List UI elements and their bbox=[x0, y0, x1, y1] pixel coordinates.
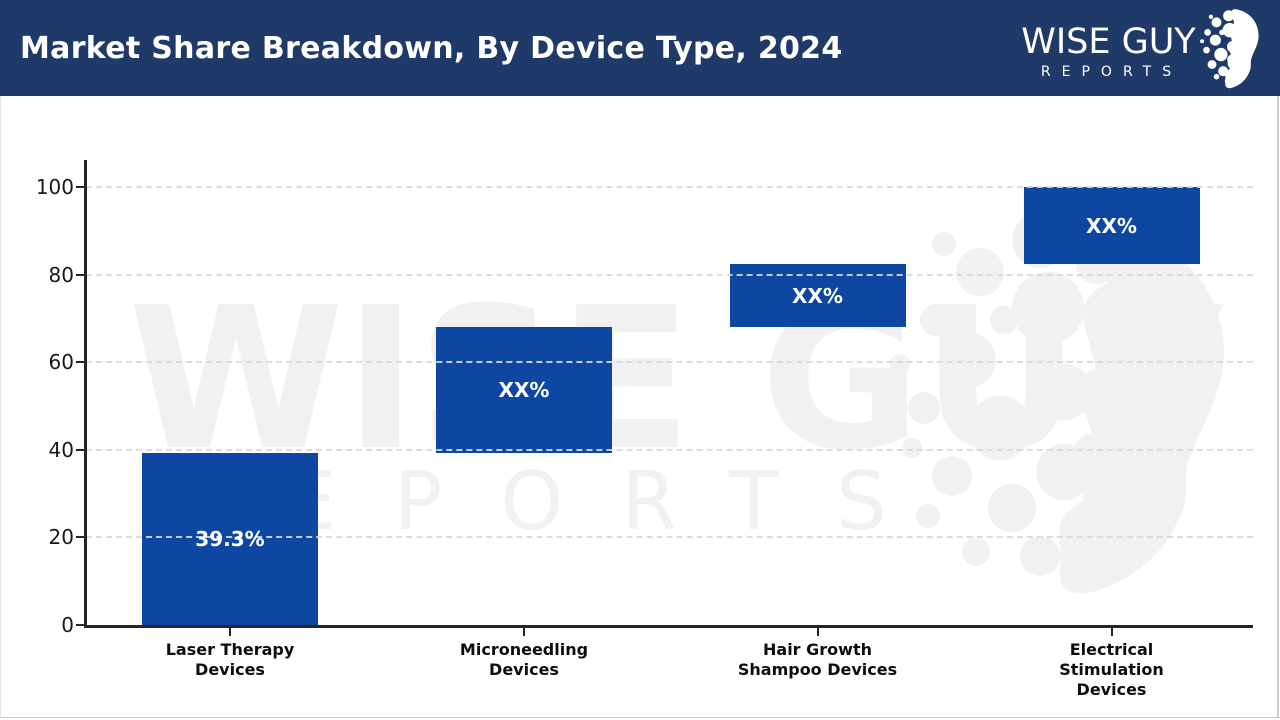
page-border-bottom bbox=[0, 716, 1280, 718]
y-tick-mark-40 bbox=[76, 448, 85, 451]
logo-head-icon bbox=[1200, 9, 1259, 89]
bar-microneedling-devices bbox=[436, 327, 612, 453]
page-border-right bbox=[1277, 96, 1279, 718]
x-category-label-line: Devices bbox=[1076, 680, 1147, 699]
y-tick-label-80: 80 bbox=[48, 262, 74, 287]
x-tick-mark-2 bbox=[816, 627, 819, 636]
bar-value-label: XX% bbox=[792, 283, 843, 308]
y-tick-label-20: 20 bbox=[48, 525, 74, 550]
logo-wiseguy-text: WISE GUY bbox=[1021, 22, 1196, 62]
x-category-label-1: Microneedling Devices bbox=[460, 640, 588, 680]
logo-text-block: WISE GUY REPORTS bbox=[1016, 22, 1201, 80]
y-tick-mark-60 bbox=[76, 361, 85, 364]
x-category-label-line: Electrical bbox=[1069, 640, 1154, 659]
x-category-label-0: Laser Therapy Devices bbox=[166, 640, 295, 680]
bar-value-label: 39.3% bbox=[195, 526, 265, 551]
gridline-y80 bbox=[86, 273, 1253, 276]
x-category-label-line: Stimulation bbox=[1059, 660, 1164, 679]
x-tick-mark-0 bbox=[229, 627, 231, 636]
gridline-y60 bbox=[86, 361, 1253, 364]
y-tick-mark-100 bbox=[76, 186, 85, 189]
page-title: Market Share Breakdown, By Device Type, … bbox=[20, 30, 843, 66]
gridline-y20 bbox=[86, 536, 1253, 539]
x-category-label-line: Laser Therapy bbox=[165, 640, 295, 659]
x-category-label-2: Hair Growth Shampoo Devices bbox=[738, 640, 897, 680]
x-category-label-line: Devices bbox=[489, 660, 559, 679]
gridline-y40 bbox=[86, 448, 1253, 451]
y-tick-mark-20 bbox=[76, 536, 85, 539]
y-tick-mark-80 bbox=[76, 273, 85, 276]
x-category-label-line: Shampoo Devices bbox=[737, 660, 898, 679]
y-tick-label-40: 40 bbox=[48, 437, 74, 462]
gridline-y100 bbox=[86, 186, 1253, 189]
x-axis-spine bbox=[84, 625, 1253, 628]
header-bar: Market Share Breakdown, By Device Type, … bbox=[0, 0, 1280, 96]
y-axis-spine bbox=[84, 160, 87, 627]
bar-electrical-stimulation-devices bbox=[1023, 187, 1200, 265]
x-category-label-3: Electrical Stimulation Devices bbox=[1059, 640, 1164, 700]
y-tick-label-0: 0 bbox=[61, 613, 74, 637]
bar-laser-therapy-devices bbox=[142, 452, 318, 625]
bar-value-label: XX% bbox=[1086, 213, 1137, 238]
x-category-label-line: Devices bbox=[195, 660, 265, 679]
logo-reports-text: REPORTS bbox=[1040, 64, 1183, 80]
wise-guy-reports-logo: WISE GUY REPORTS bbox=[1016, 8, 1266, 90]
x-tick-mark-1 bbox=[523, 627, 525, 636]
x-category-label-line: Microneedling bbox=[459, 640, 589, 659]
bar-value-label: XX% bbox=[498, 378, 550, 403]
page-border-left bbox=[0, 96, 1, 718]
y-tick-label-60: 60 bbox=[48, 350, 74, 375]
x-category-label-line: Hair Growth bbox=[763, 640, 872, 659]
y-tick-mark-0 bbox=[76, 624, 85, 626]
y-tick-label-100: 100 bbox=[35, 175, 74, 200]
x-tick-mark-3 bbox=[1110, 627, 1113, 636]
